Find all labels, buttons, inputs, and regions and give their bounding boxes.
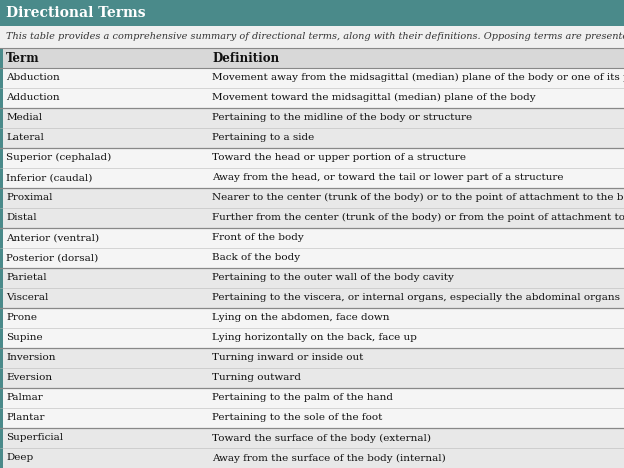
Text: Term: Term [6, 51, 40, 65]
Text: Back of the body: Back of the body [212, 254, 300, 263]
Text: Away from the head, or toward the tail or lower part of a structure: Away from the head, or toward the tail o… [212, 174, 563, 183]
Text: Distal: Distal [6, 213, 37, 222]
Text: Front of the body: Front of the body [212, 234, 304, 242]
FancyBboxPatch shape [0, 248, 624, 268]
Text: Lying on the abdomen, face down: Lying on the abdomen, face down [212, 314, 389, 322]
FancyBboxPatch shape [0, 208, 624, 228]
Text: Pertaining to the outer wall of the body cavity: Pertaining to the outer wall of the body… [212, 273, 454, 282]
FancyBboxPatch shape [0, 128, 624, 148]
Text: Eversion: Eversion [6, 373, 52, 382]
Text: Nearer to the center (trunk of the body) or to the point of attachment to the bo: Nearer to the center (trunk of the body)… [212, 193, 624, 203]
FancyBboxPatch shape [0, 328, 624, 348]
Text: Medial: Medial [6, 113, 42, 122]
Text: Away from the surface of the body (internal): Away from the surface of the body (inter… [212, 453, 446, 462]
FancyBboxPatch shape [0, 448, 624, 468]
FancyBboxPatch shape [0, 308, 624, 328]
Text: Lying horizontally on the back, face up: Lying horizontally on the back, face up [212, 334, 417, 343]
FancyBboxPatch shape [0, 188, 624, 208]
Text: Pertaining to a side: Pertaining to a side [212, 133, 314, 142]
FancyBboxPatch shape [0, 88, 624, 108]
Text: Pertaining to the sole of the foot: Pertaining to the sole of the foot [212, 414, 383, 423]
FancyBboxPatch shape [0, 48, 624, 68]
FancyBboxPatch shape [0, 388, 624, 408]
Text: Deep: Deep [6, 453, 34, 462]
FancyBboxPatch shape [0, 168, 624, 188]
Text: Anterior (ventral): Anterior (ventral) [6, 234, 99, 242]
FancyBboxPatch shape [0, 48, 3, 468]
FancyBboxPatch shape [0, 148, 624, 168]
Text: Pertaining to the viscera, or internal organs, especially the abdominal organs: Pertaining to the viscera, or internal o… [212, 293, 620, 302]
FancyBboxPatch shape [0, 268, 624, 288]
FancyBboxPatch shape [0, 228, 624, 248]
Text: Posterior (dorsal): Posterior (dorsal) [6, 254, 99, 263]
Text: Superficial: Superficial [6, 433, 64, 442]
FancyBboxPatch shape [0, 288, 624, 308]
FancyBboxPatch shape [0, 26, 624, 48]
FancyBboxPatch shape [0, 68, 624, 88]
Text: Pertaining to the palm of the hand: Pertaining to the palm of the hand [212, 394, 393, 402]
Text: Directional Terms: Directional Terms [6, 6, 146, 20]
Text: Superior (cephalad): Superior (cephalad) [6, 154, 112, 162]
Text: Definition: Definition [212, 51, 280, 65]
FancyBboxPatch shape [0, 408, 624, 428]
Text: Toward the head or upper portion of a structure: Toward the head or upper portion of a st… [212, 154, 466, 162]
Text: Parietal: Parietal [6, 273, 47, 282]
Text: Pertaining to the midline of the body or structure: Pertaining to the midline of the body or… [212, 113, 472, 122]
FancyBboxPatch shape [0, 348, 624, 368]
Text: Supine: Supine [6, 334, 43, 343]
Text: Palmar: Palmar [6, 394, 43, 402]
Text: Adduction: Adduction [6, 94, 60, 102]
Text: Prone: Prone [6, 314, 37, 322]
Text: Abduction: Abduction [6, 73, 60, 82]
Text: Turning inward or inside out: Turning inward or inside out [212, 353, 364, 362]
Text: Proximal: Proximal [6, 193, 53, 202]
FancyBboxPatch shape [0, 368, 624, 388]
Text: Plantar: Plantar [6, 414, 45, 423]
Text: This table provides a comprehensive summary of directional terms, along with the: This table provides a comprehensive summ… [6, 32, 624, 42]
Text: Visceral: Visceral [6, 293, 49, 302]
Text: Movement toward the midsagittal (median) plane of the body: Movement toward the midsagittal (median)… [212, 93, 536, 102]
FancyBboxPatch shape [0, 108, 624, 128]
Text: Inferior (caudal): Inferior (caudal) [6, 174, 92, 183]
Text: Inversion: Inversion [6, 353, 56, 362]
Text: Movement away from the midsagittal (median) plane of the body or one of its part: Movement away from the midsagittal (medi… [212, 73, 624, 82]
FancyBboxPatch shape [0, 0, 624, 26]
Text: Further from the center (trunk of the body) or from the point of attachment to t: Further from the center (trunk of the bo… [212, 213, 624, 222]
FancyBboxPatch shape [0, 428, 624, 448]
Text: Lateral: Lateral [6, 133, 44, 142]
Text: Toward the surface of the body (external): Toward the surface of the body (external… [212, 433, 431, 443]
Text: Turning outward: Turning outward [212, 373, 301, 382]
